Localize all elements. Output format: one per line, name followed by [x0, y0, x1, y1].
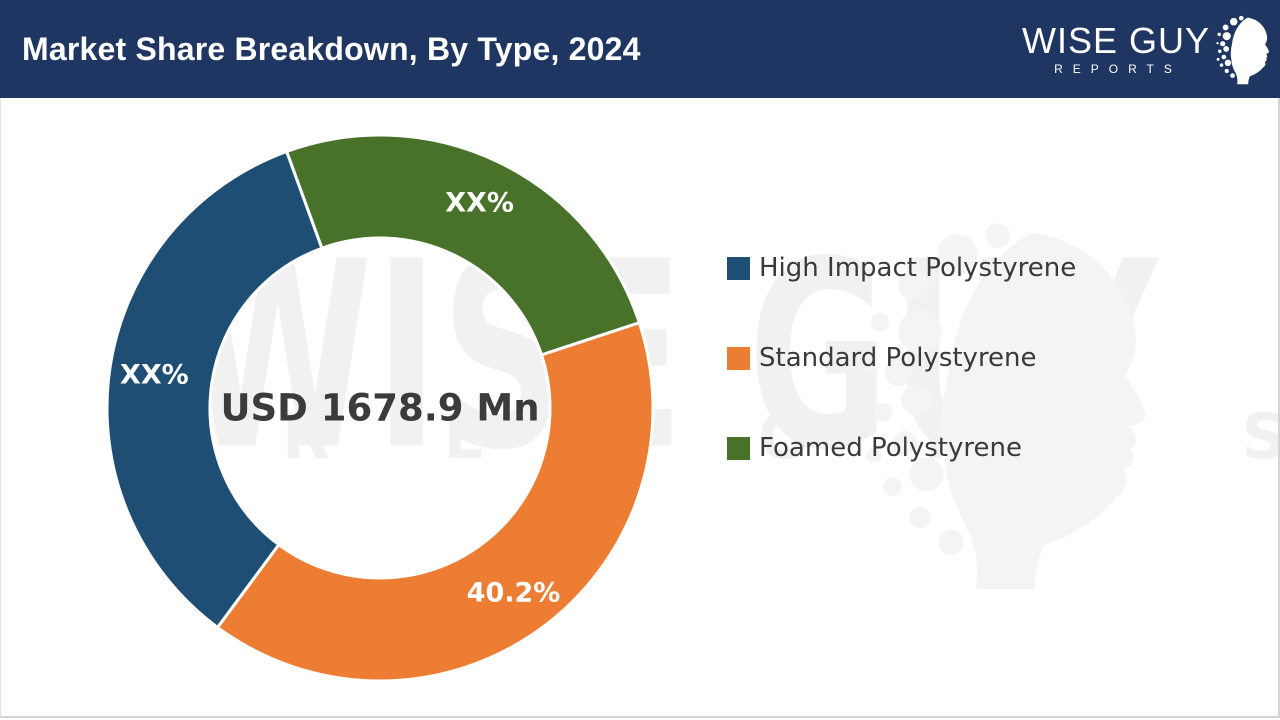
header-bar: Market Share Breakdown, By Type, 2024 WI…	[0, 0, 1280, 98]
donut-slice-foamed-polystyrene	[285, 133, 641, 357]
legend-label: Standard Polystyrene	[759, 343, 1037, 373]
slice-label-standard-polystyrene: 40.2%	[467, 577, 561, 608]
legend-swatch-standard	[727, 346, 750, 370]
legend-item-standard-polystyrene: Standard Polystyrene	[727, 340, 1076, 376]
logo-text: WISE GUY REPORTS	[1021, 20, 1210, 76]
logo-wordmark: WISE GUY	[1021, 20, 1210, 61]
legend-item-foamed-polystyrene: Foamed Polystyrene	[727, 430, 1076, 466]
left-border-line	[0, 98, 1, 718]
donut-center-value: USD 1678.9 Mn	[220, 386, 540, 430]
wise-guy-reports-logo: WISE GUY REPORTS	[1022, 14, 1280, 85]
legend-swatch-high-impact	[727, 256, 750, 280]
chart-legend: High Impact Polystyrene Standard Polysty…	[727, 250, 1076, 466]
slice-label-foamed-polystyrene: XX%	[445, 187, 514, 218]
legend-label: High Impact Polystyrene	[759, 253, 1077, 283]
legend-label: Foamed Polystyrene	[759, 433, 1022, 463]
logo-face-icon	[1214, 14, 1272, 85]
legend-swatch-foamed	[727, 436, 750, 460]
slice-label-high-impact-polystyrene: XX%	[120, 360, 189, 391]
donut-slice-standard-polystyrene	[216, 321, 655, 683]
legend-item-high-impact-polystyrene: High Impact Polystyrene	[727, 250, 1076, 286]
page-title: Market Share Breakdown, By Type, 2024	[22, 30, 641, 67]
right-border-line	[1278, 98, 1280, 718]
logo-subtext: REPORTS	[1054, 62, 1182, 76]
bottom-border-line	[0, 716, 1280, 718]
donut-slice-high-impact-polystyrene	[105, 149, 324, 629]
